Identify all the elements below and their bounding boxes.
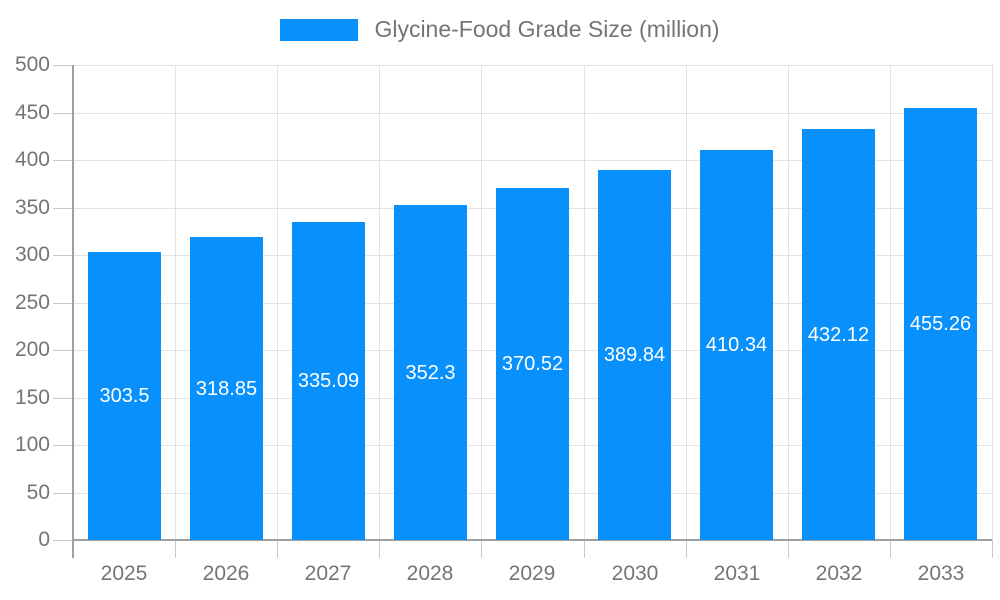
y-tick xyxy=(53,493,73,494)
bar-value-label: 432.12 xyxy=(807,324,870,346)
y-grid-line xyxy=(73,160,992,161)
y-tick-label: 50 xyxy=(26,481,50,504)
y-grid-line xyxy=(73,113,992,114)
y-grid-line xyxy=(73,65,992,66)
bar-value-label: 410.34 xyxy=(705,334,768,356)
y-tick xyxy=(53,160,73,161)
bar-value-label: 318.85 xyxy=(195,378,258,400)
x-grid-line xyxy=(379,65,380,540)
x-grid-line xyxy=(277,65,278,540)
x-tick xyxy=(686,540,687,558)
legend-label[interactable]: Glycine-Food Grade Size (million) xyxy=(374,16,720,42)
x-tick xyxy=(379,540,380,558)
x-grid-line xyxy=(890,65,891,540)
x-tick xyxy=(481,540,482,558)
x-tick-label: 2033 xyxy=(917,562,965,585)
y-tick xyxy=(53,540,73,541)
x-tick-label: 2028 xyxy=(406,562,454,585)
x-grid-line xyxy=(584,65,585,540)
bar-value-label: 335.09 xyxy=(297,370,360,392)
x-tick-label: 2027 xyxy=(304,562,352,585)
bar-value-label: 389.84 xyxy=(603,344,666,366)
y-tick-label: 400 xyxy=(14,148,50,171)
y-tick-label: 500 xyxy=(14,53,50,76)
y-tick-label: 100 xyxy=(14,433,50,456)
y-tick xyxy=(53,65,73,66)
x-tick-label: 2030 xyxy=(611,562,659,585)
x-tick-label: 2031 xyxy=(713,562,761,585)
x-tick xyxy=(788,540,789,558)
bar xyxy=(88,252,161,540)
bar xyxy=(802,129,875,540)
x-grid-line xyxy=(788,65,789,540)
y-tick xyxy=(53,303,73,304)
y-tick xyxy=(53,255,73,256)
bar-value-label: 455.26 xyxy=(909,313,972,335)
x-axis xyxy=(72,539,992,541)
y-tick xyxy=(53,445,73,446)
x-grid-line xyxy=(175,65,176,540)
bar-value-label: 370.52 xyxy=(501,353,564,375)
x-tick xyxy=(890,540,891,558)
y-tick-label: 350 xyxy=(14,196,50,219)
y-tick xyxy=(53,398,73,399)
y-axis xyxy=(72,65,74,558)
bar xyxy=(394,205,467,540)
x-tick xyxy=(175,540,176,558)
x-grid-line xyxy=(992,65,993,540)
y-tick-label: 450 xyxy=(14,101,50,124)
x-tick-label: 2032 xyxy=(815,562,863,585)
x-grid-line xyxy=(686,65,687,540)
x-tick xyxy=(992,540,993,558)
y-tick xyxy=(53,113,73,114)
y-tick xyxy=(53,350,73,351)
bar xyxy=(292,222,365,540)
bar xyxy=(700,150,773,540)
y-tick xyxy=(53,208,73,209)
y-tick-label: 300 xyxy=(14,243,50,266)
bar-value-label: 352.3 xyxy=(405,362,456,384)
x-tick-label: 2025 xyxy=(100,562,148,585)
legend-swatch[interactable] xyxy=(280,18,359,41)
y-tick-label: 200 xyxy=(14,338,50,361)
bar xyxy=(598,170,671,540)
x-tick-label: 2026 xyxy=(202,562,250,585)
y-tick-label: 150 xyxy=(14,386,50,409)
x-grid-line xyxy=(481,65,482,540)
y-tick-label: 250 xyxy=(14,291,50,314)
x-tick xyxy=(584,540,585,558)
bar xyxy=(904,108,977,540)
x-tick-label: 2029 xyxy=(508,562,556,585)
chart-legend[interactable]: Glycine-Food Grade Size (million) xyxy=(0,16,1000,43)
bar-value-label: 303.5 xyxy=(99,385,150,407)
x-tick xyxy=(277,540,278,558)
bar xyxy=(496,188,569,540)
y-tick-label: 0 xyxy=(38,528,50,551)
bar xyxy=(190,237,263,540)
